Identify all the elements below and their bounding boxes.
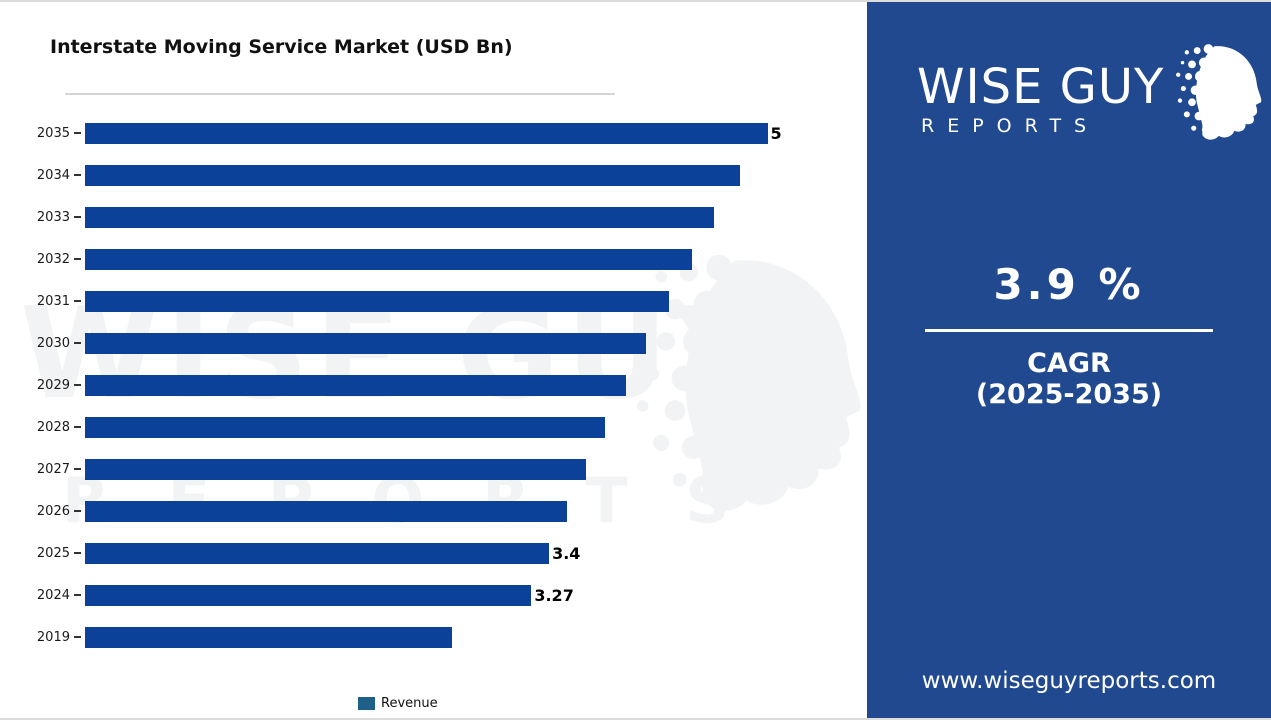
bar-row: 2032	[0, 238, 867, 280]
cagr-range: (2025-2035)	[975, 379, 1163, 410]
y-axis-tick-label: 2028	[36, 419, 70, 435]
bar-row: 2029	[0, 364, 867, 406]
revenue-bar	[85, 416, 606, 438]
y-axis-tick-label: 2029	[36, 377, 70, 393]
y-axis-tick-mark	[70, 132, 85, 134]
legend-label: Revenue	[381, 696, 438, 711]
y-axis-tick-label: 2033	[36, 209, 70, 225]
revenue-bar	[85, 206, 715, 228]
y-axis-tick-mark	[70, 258, 85, 260]
y-axis-tick-label: 2032	[36, 251, 70, 267]
revenue-bar	[85, 458, 586, 480]
y-axis-tick-label: 2030	[36, 335, 70, 351]
y-axis-tick-label: 2026	[36, 503, 70, 519]
bar-row: 2027	[0, 448, 867, 490]
y-axis-tick-mark	[70, 510, 85, 512]
chart-panel: Interstate Moving Service Market (USD Bn…	[0, 2, 867, 718]
y-axis-tick-mark	[70, 552, 85, 554]
revenue-bar	[85, 542, 550, 564]
chart-title: Interstate Moving Service Market (USD Bn…	[50, 36, 513, 58]
y-axis-tick-label: 2019	[36, 629, 70, 645]
revenue-bar	[85, 626, 453, 648]
bar-row: 2033	[0, 196, 867, 238]
cagr-block: 3.9 % CAGR (2025-2035)	[867, 260, 1271, 410]
bar-row: 2031	[0, 280, 867, 322]
revenue-bar	[85, 164, 741, 186]
revenue-bar	[85, 290, 670, 312]
bar-row: 2025 3.4	[0, 532, 867, 574]
bar-row: 2024 3.27	[0, 574, 867, 616]
y-axis-tick-label: 2027	[36, 461, 70, 477]
logo-text-reports: REPORTS	[921, 115, 1100, 138]
cagr-label: CAGR	[1027, 348, 1111, 379]
y-axis-tick-label: 2035	[36, 125, 70, 141]
legend-swatch	[358, 697, 375, 710]
y-axis-tick-mark	[70, 468, 85, 470]
y-axis-tick-mark	[70, 300, 85, 302]
bar-value-label: 3.27	[534, 585, 574, 605]
y-axis-tick-label: 2034	[36, 167, 70, 183]
bar-row: 2026	[0, 490, 867, 532]
bar-row: 2019	[0, 616, 867, 658]
revenue-bar	[85, 248, 693, 270]
revenue-bar	[85, 584, 532, 606]
bar-row: 2030	[0, 322, 867, 364]
y-axis-tick-mark	[70, 594, 85, 596]
bar-row: 2035 5	[0, 112, 867, 154]
bar-value-label: 5	[770, 123, 782, 143]
y-axis-tick-label: 2025	[36, 545, 70, 561]
revenue-bar	[85, 332, 646, 354]
bar-value-label: 3.4	[552, 543, 581, 563]
y-axis-tick-mark	[70, 216, 85, 218]
y-axis-tick-label: 2024	[36, 587, 70, 603]
y-axis-tick-mark	[70, 174, 85, 176]
website-url: www.wiseguyreports.com	[921, 668, 1217, 694]
y-axis-tick-mark	[70, 426, 85, 428]
revenue-bar	[85, 374, 626, 396]
cagr-divider	[925, 329, 1213, 332]
wiseguy-logo: WISE GUY REPORTS	[917, 59, 1165, 138]
y-axis-tick-label: 2031	[36, 293, 70, 309]
revenue-bar	[85, 500, 567, 522]
logo-text-wiseguy: WISE GUY	[917, 59, 1165, 115]
wiseguy-head-icon	[1176, 44, 1262, 140]
title-divider	[65, 93, 615, 95]
y-axis-tick-mark	[70, 342, 85, 344]
sidebar: WISE GUY REPORTS 3.9 % CAGR (2025-2035) …	[867, 2, 1271, 718]
bar-rows: 2035 5 2034 2033 2032 2031 2030 2029 2028 2027 202…	[0, 112, 867, 658]
bar-row: 2034	[0, 154, 867, 196]
chart-legend: Revenue	[358, 696, 438, 711]
cagr-value: 3.9 %	[993, 260, 1145, 309]
y-axis-tick-mark	[70, 384, 85, 386]
y-axis-tick-mark	[70, 636, 85, 638]
bar-row: 2028	[0, 406, 867, 448]
revenue-bar	[85, 122, 768, 144]
